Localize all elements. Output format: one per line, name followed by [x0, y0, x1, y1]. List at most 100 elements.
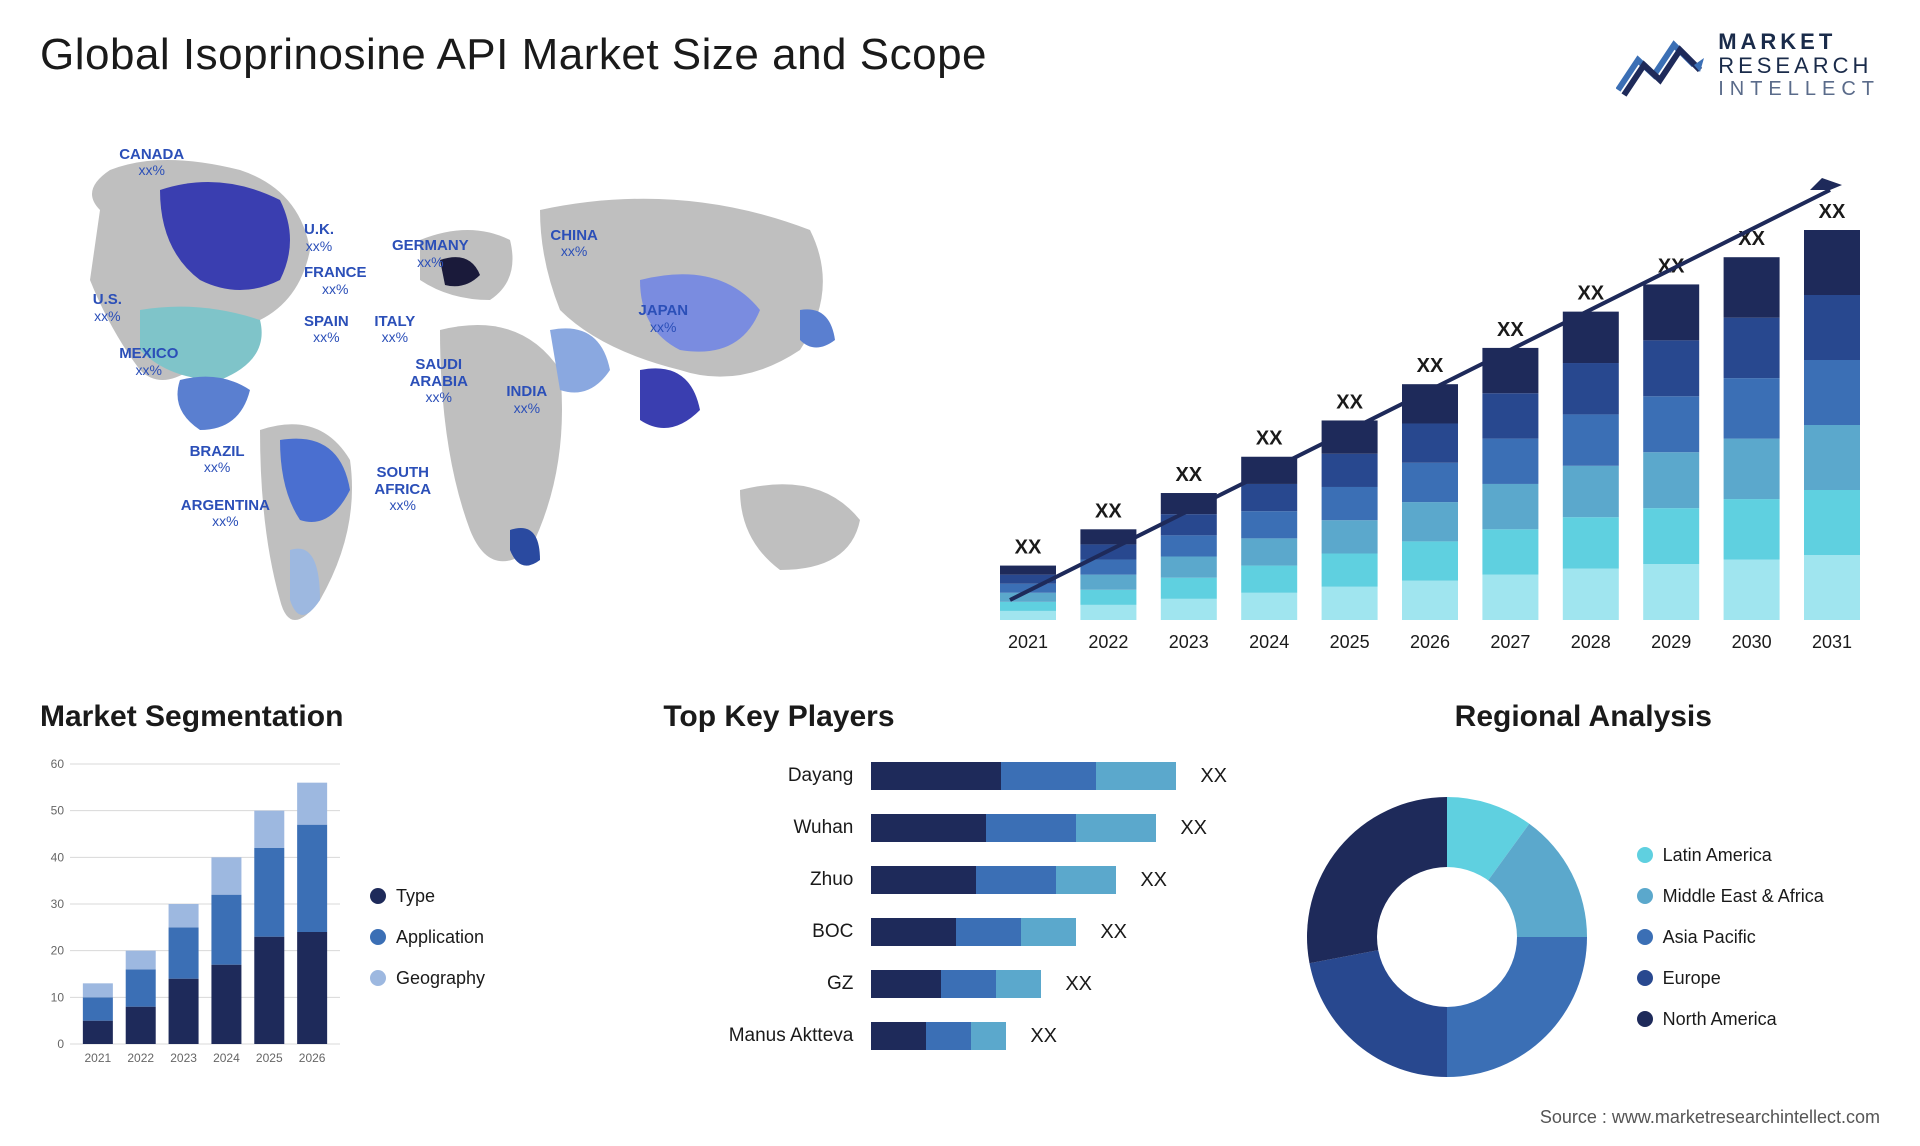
logo-icon [1616, 30, 1706, 100]
key-player-row: GZ XX [703, 962, 1256, 1006]
key-player-bar [871, 814, 1156, 842]
logo-line-2: RESEARCH [1718, 54, 1880, 78]
key-players-title: Top Key Players [663, 700, 1256, 734]
svg-text:60: 60 [51, 757, 65, 771]
map-label: U.S.xx% [93, 292, 122, 325]
key-player-label: Zhuo [703, 869, 853, 891]
key-player-bar [871, 918, 1076, 946]
key-player-label: Wuhan [703, 817, 853, 839]
legend-item: North America [1637, 1009, 1824, 1030]
segmentation-title: Market Segmentation [40, 700, 633, 734]
key-player-label: Manus Aktteva [703, 1025, 853, 1047]
key-player-label: GZ [703, 973, 853, 995]
map-label: SAUDIARABIAxx% [410, 357, 468, 407]
svg-text:2024: 2024 [1249, 632, 1289, 652]
svg-text:2023: 2023 [170, 1051, 197, 1065]
world-map [40, 130, 920, 670]
bottom-section: Market Segmentation 01020304050602021202… [40, 700, 1880, 1120]
svg-text:XX: XX [1417, 356, 1444, 378]
svg-text:2025: 2025 [256, 1051, 283, 1065]
segmentation-chart: 0102030405060202120222023202420252026 [40, 754, 350, 1074]
key-player-label: Dayang [703, 765, 853, 787]
map-label: CANADAxx% [119, 147, 184, 180]
svg-text:0: 0 [57, 1037, 64, 1051]
svg-text:2023: 2023 [1169, 632, 1209, 652]
legend-item: Middle East & Africa [1637, 886, 1824, 907]
source-label: Source : www.marketresearchintellect.com [1540, 1107, 1880, 1128]
top-section: CANADAxx%U.S.xx%MEXICOxx%BRAZILxx%ARGENT… [40, 130, 1880, 670]
key-player-bar [871, 970, 1041, 998]
legend-item: Asia Pacific [1637, 927, 1824, 948]
svg-text:XX: XX [1095, 501, 1122, 523]
svg-text:XX: XX [1577, 283, 1604, 305]
svg-text:2024: 2024 [213, 1051, 240, 1065]
svg-text:30: 30 [51, 897, 65, 911]
legend-item: Application [370, 927, 485, 948]
key-player-value: XX [1200, 765, 1227, 788]
legend-item: Europe [1637, 968, 1824, 989]
header: Global Isoprinosine API Market Size and … [40, 30, 1880, 100]
svg-text:10: 10 [51, 991, 65, 1005]
svg-text:2028: 2028 [1571, 632, 1611, 652]
regional-donut [1287, 777, 1607, 1097]
key-player-value: XX [1140, 869, 1167, 892]
map-label: GERMANYxx% [392, 238, 469, 271]
regional-legend: Latin AmericaMiddle East & AfricaAsia Pa… [1637, 845, 1824, 1030]
key-players-panel: Top Key Players DayangXXWuhanXXZhuoXXBOC… [663, 700, 1256, 1120]
svg-text:2026: 2026 [1410, 632, 1450, 652]
key-player-row: Dayang XX [703, 754, 1256, 798]
key-player-value: XX [1065, 973, 1092, 996]
svg-text:XX: XX [1497, 319, 1524, 341]
map-label: ITALYxx% [374, 314, 415, 347]
key-players-rows: DayangXXWuhanXXZhuoXXBOCXXGZXXManus Aktt… [663, 754, 1256, 1120]
svg-text:2031: 2031 [1812, 632, 1852, 652]
svg-text:XX: XX [1015, 537, 1042, 559]
key-player-value: XX [1030, 1025, 1057, 1048]
key-player-row: Manus Aktteva XX [703, 1014, 1256, 1058]
map-label: ARGENTINAxx% [181, 498, 270, 531]
logo-text: MARKET RESEARCH INTELLECT [1718, 30, 1880, 100]
brand-logo: MARKET RESEARCH INTELLECT [1616, 30, 1880, 100]
map-label: SOUTHAFRICAxx% [374, 465, 431, 515]
key-player-row: Zhuo XX [703, 858, 1256, 902]
key-player-bar [871, 762, 1176, 790]
map-label: SPAINxx% [304, 314, 349, 347]
trend-arrow-head [1810, 178, 1842, 190]
svg-text:2026: 2026 [299, 1051, 326, 1065]
svg-text:20: 20 [51, 944, 65, 958]
svg-text:2021: 2021 [85, 1051, 112, 1065]
map-label: JAPANxx% [638, 303, 688, 336]
key-player-bar [871, 866, 1116, 894]
svg-text:XX: XX [1175, 464, 1202, 486]
svg-text:2029: 2029 [1651, 632, 1691, 652]
world-map-panel: CANADAxx%U.S.xx%MEXICOxx%BRAZILxx%ARGENT… [40, 130, 920, 670]
key-player-bar [871, 1022, 1006, 1050]
svg-text:XX: XX [1336, 392, 1363, 414]
legend-item: Type [370, 886, 485, 907]
svg-text:XX: XX [1738, 229, 1765, 251]
map-label: CHINAxx% [550, 228, 598, 261]
svg-text:2025: 2025 [1330, 632, 1370, 652]
logo-line-3: INTELLECT [1718, 78, 1880, 100]
legend-item: Geography [370, 968, 485, 989]
map-label: INDIAxx% [506, 384, 547, 417]
growth-chart-panel: XXXXXXXXXXXXXXXXXXXXXX 20212022202320242… [960, 130, 1880, 670]
svg-text:2030: 2030 [1732, 632, 1772, 652]
key-player-value: XX [1180, 817, 1207, 840]
map-label: MEXICOxx% [119, 346, 178, 379]
map-label: FRANCExx% [304, 265, 367, 298]
regional-panel: Regional Analysis Latin AmericaMiddle Ea… [1287, 700, 1880, 1120]
key-player-value: XX [1100, 921, 1127, 944]
svg-text:40: 40 [51, 851, 65, 865]
logo-line-1: MARKET [1718, 30, 1880, 54]
segmentation-legend: Type Application Geography [370, 754, 485, 1120]
svg-text:XX: XX [1256, 428, 1283, 450]
key-player-label: BOC [703, 921, 853, 943]
key-player-row: BOC XX [703, 910, 1256, 954]
svg-text:XX: XX [1819, 201, 1846, 223]
map-label: U.K.xx% [304, 222, 334, 255]
page-title: Global Isoprinosine API Market Size and … [40, 30, 987, 80]
svg-text:2022: 2022 [127, 1051, 154, 1065]
svg-text:2021: 2021 [1008, 632, 1048, 652]
svg-text:2022: 2022 [1088, 632, 1128, 652]
